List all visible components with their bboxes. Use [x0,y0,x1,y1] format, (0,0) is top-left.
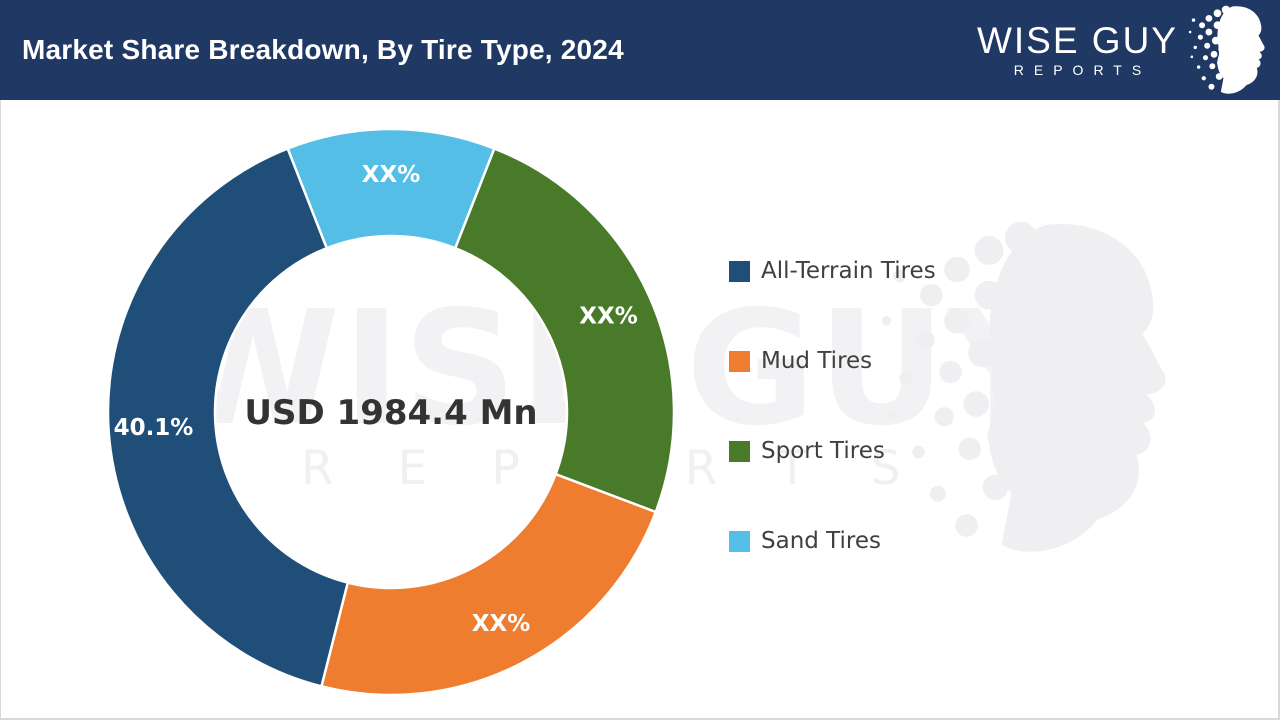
donut-slices [106,127,676,697]
wiseguy-face-icon [1188,5,1265,94]
slice-label: XX% [362,162,421,188]
legend-label: Sport Tires [761,438,885,464]
logo-wordmark: WISE GUY [976,20,1178,61]
legend-label: Sand Tires [761,528,881,554]
wiseguy-logo: WISE GUY REPORTS [977,0,1270,100]
legend-item-sand-tires: Sand Tires [729,525,881,557]
slice-label: 40.1% [114,415,194,441]
legend-label: All-Terrain Tires [761,258,936,284]
header-bar: Market Share Breakdown, By Tire Type, 20… [0,0,1280,100]
slice-label: XX% [472,611,531,637]
donut-center-value: USD 1984.4 Mn [244,393,537,433]
legend-item-mud-tires: Mud Tires [729,345,872,377]
legend-item-sport-tires: Sport Tires [729,435,885,467]
donut-chart: XX% XX% XX% 40.1% USD 1984.4 Mn [106,127,676,697]
wiseguy-logo-text: WISE GUY REPORTS [977,22,1178,78]
logo-subtitle: REPORTS [1013,62,1152,78]
donut-slice-sport-tires [454,147,676,514]
chart-area: WISE GUY REPORTS XX%XX%XX%40.1% USD 1984… [0,100,1280,720]
legend-label: Mud Tires [761,348,873,374]
legend-swatch-mud [729,350,750,372]
page-title: Market Share Breakdown, By Tire Type, 20… [22,34,624,65]
legend-swatch-sand [729,530,750,552]
donut-slice-mud-tires [320,472,657,697]
donut-slice-labels: XX% XX% XX% 40.1% [114,162,638,637]
legend-swatch-all-terrain [729,260,750,282]
legend-item-all-terrain-tires: All-Terrain Tires [729,255,936,287]
slice-label: XX% [579,303,638,329]
chart-legend: All-Terrain Tires Mud Tires Sport Tires … [729,100,1149,718]
donut-slice-all-terrain-tires [106,147,350,688]
legend-swatch-sport [729,440,750,462]
